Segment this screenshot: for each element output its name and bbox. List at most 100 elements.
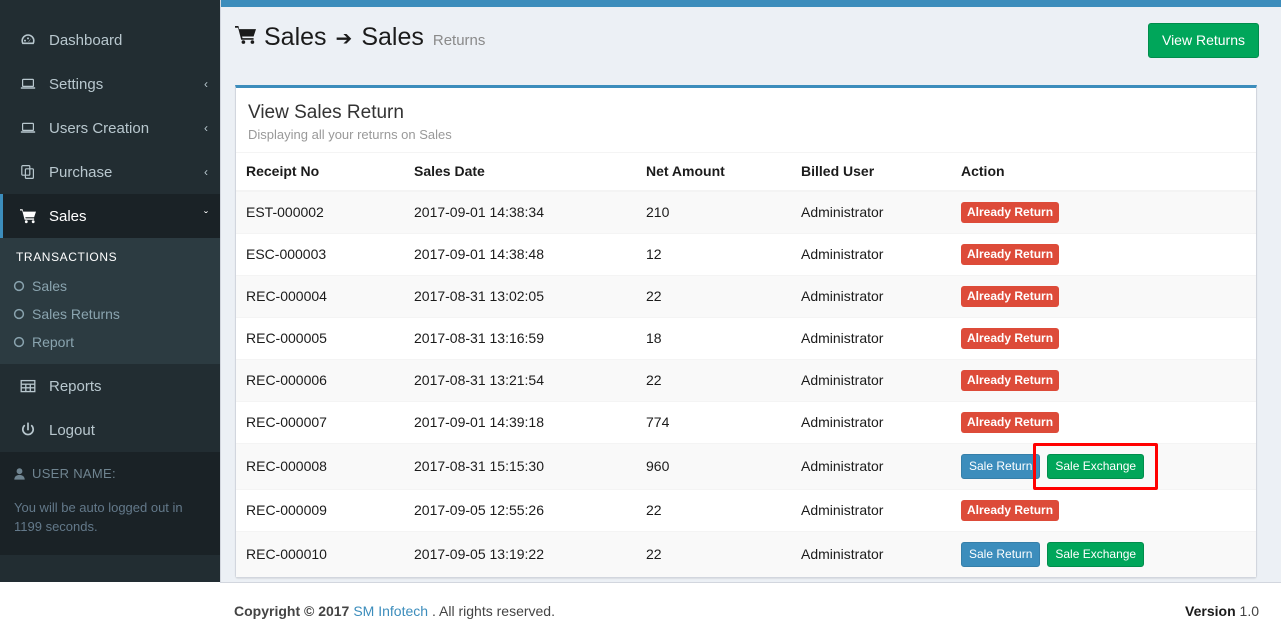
billed-user-cell: Administrator (791, 274, 951, 318)
sidebar-item-label: Settings (49, 75, 104, 93)
sidebar-item-label: Dashboard (49, 31, 123, 49)
receipt-no-cell: REC-000010 (236, 530, 404, 577)
table-row: REC-000005 2017-08-31 13:16:59 18 Administr… (236, 316, 1256, 360)
sales-date-cell: 2017-09-01 14:38:34 (404, 190, 636, 234)
laptop-icon (17, 74, 39, 94)
page-title-secondary: Sales (361, 23, 424, 51)
panel-header: View Sales Return Displaying all your re… (236, 88, 1256, 152)
receipt-no-cell: REC-000009 (236, 488, 404, 532)
sale-exchange-button[interactable]: Sale Exchange (1047, 453, 1145, 479)
sales-date-cell: 2017-08-31 13:16:59 (404, 316, 636, 360)
sidebar-item-purchase[interactable]: Purchase ‹ (0, 150, 220, 194)
table-head: Receipt No Sales Date Net Amount Billed Use… (236, 151, 1256, 192)
user-name-row: USER NAME: (14, 466, 206, 481)
page-title-primary: Sales (264, 23, 327, 51)
sale-return-button[interactable]: Sale Return (961, 541, 1041, 567)
column-header-receipt-no: Receipt No (236, 151, 404, 192)
receipt-no-cell: ESC-000003 (236, 232, 404, 276)
billed-user-cell: Administrator (791, 400, 951, 444)
sidebar-nav-secondary: Reports Logout (0, 364, 220, 452)
billed-user-cell: Administrator (791, 488, 951, 532)
table-row: EST-000002 2017-09-01 14:38:34 210 Administ… (236, 190, 1256, 234)
sales-date-cell: 2017-09-01 14:38:48 (404, 232, 636, 276)
panel-title: View Sales Return (248, 102, 404, 123)
power-icon (17, 420, 39, 440)
arrow-right-icon: ➔ (335, 28, 353, 50)
view-returns-button[interactable]: View Returns (1147, 23, 1259, 58)
already-return-badge: Already Return (961, 201, 1060, 223)
main-content: Sales ➔ Sales Returns View Returns View … (220, 0, 1281, 582)
sidebar-item-users-creation[interactable]: Users Creation ‹ (0, 106, 220, 150)
action-buttons: Sale Return Sale Exchange (961, 541, 1248, 567)
sidebar-item-label: Sales (49, 207, 87, 225)
already-return-badge: Already Return (961, 327, 1060, 349)
submenu-item-label: Sales (32, 278, 68, 294)
billed-user-cell: Administrator (791, 316, 951, 360)
already-return-badge: Already Return (961, 285, 1060, 307)
action-cell: Already Return (951, 400, 1256, 444)
table-row: REC-000006 2017-08-31 13:21:54 22 Administr… (236, 358, 1256, 402)
sidebar-item-logout[interactable]: Logout (0, 408, 220, 452)
table-row: REC-000007 2017-09-01 14:39:18 774 Administ… (236, 400, 1256, 444)
receipt-no-cell: REC-000007 (236, 400, 404, 444)
page-header: Sales ➔ Sales Returns View Returns (221, 7, 1281, 85)
footer-left-filler (0, 582, 220, 639)
chevron-left-icon: ‹ (204, 77, 208, 91)
sales-date-cell: 2017-09-05 12:55:26 (404, 488, 636, 532)
brand-link[interactable]: SM Infotech (353, 603, 429, 619)
panel-subtitle: Displaying all your returns on Sales (248, 126, 452, 142)
submenu-item-sales-returns[interactable]: Sales Returns (0, 300, 220, 328)
net-amount-cell: 22 (636, 358, 791, 402)
submenu-header: TRANSACTIONS (16, 250, 118, 264)
net-amount-cell: 960 (636, 442, 791, 490)
version-number: 1.0 (1239, 603, 1259, 619)
copyright-suffix: . All rights reserved. (432, 603, 555, 619)
action-cell: Already Return (951, 316, 1256, 360)
cart-icon (17, 206, 39, 226)
action-buttons: Already Return (961, 201, 1248, 223)
net-amount-cell: 22 (636, 488, 791, 532)
sidebar-item-settings[interactable]: Settings ‹ (0, 62, 220, 106)
transactions-submenu: TRANSACTIONS Sales Sales Returns Report (0, 238, 220, 364)
receipt-no-cell: REC-000004 (236, 274, 404, 318)
action-cell: Already Return (951, 232, 1256, 276)
copy-icon (17, 162, 39, 182)
action-buttons: Sale Return Sale Exchange (961, 442, 1248, 490)
net-amount-cell: 18 (636, 316, 791, 360)
receipt-no-cell: EST-000002 (236, 190, 404, 234)
version-label: Version (1185, 603, 1236, 619)
circle-o-icon (10, 306, 28, 322)
user-icon (14, 467, 25, 480)
action-cell: Already Return (951, 488, 1256, 532)
sidebar-nav: Dashboard Settings ‹ Users Creation ‹ Purchas… (0, 18, 220, 238)
sale-return-button[interactable]: Sale Return (961, 453, 1041, 479)
table-header-row: Receipt No Sales Date Net Amount Billed Use… (236, 151, 1256, 192)
chevron-down-icon: ˇ (204, 209, 208, 223)
sidebar-submenu: TRANSACTIONS Sales Sales Returns Report (0, 238, 220, 364)
sales-date-cell: 2017-09-01 14:39:18 (404, 400, 636, 444)
sidebar-item-dashboard[interactable]: Dashboard (0, 18, 220, 62)
sidebar-item-reports[interactable]: Reports (0, 364, 220, 408)
sidebar-item-label: Reports (49, 377, 102, 395)
copyright-prefix: Copyright © 2017 (234, 603, 350, 619)
net-amount-cell: 22 (636, 274, 791, 318)
top-accent-bar (221, 0, 1281, 7)
action-buttons: Already Return (961, 369, 1248, 391)
submenu-item-report[interactable]: Report (0, 328, 220, 356)
sidebar: Dashboard Settings ‹ Users Creation ‹ Purchas… (0, 0, 220, 582)
sidebar-item-label: Users Creation (49, 119, 150, 137)
net-amount-cell: 210 (636, 190, 791, 234)
receipt-no-cell: REC-000006 (236, 358, 404, 402)
action-cell: Already Return (951, 358, 1256, 402)
sale-exchange-button[interactable]: Sale Exchange (1047, 541, 1145, 567)
version-info: Version 1.0 (1185, 603, 1259, 619)
sidebar-item-sales[interactable]: Sales ˇ (0, 194, 220, 238)
sales-date-cell: 2017-08-31 15:15:30 (404, 442, 636, 490)
already-return-badge: Already Return (961, 243, 1060, 265)
billed-user-cell: Administrator (791, 358, 951, 402)
dashboard-icon (17, 30, 39, 50)
chevron-left-icon: ‹ (204, 165, 208, 179)
submenu-item-sales[interactable]: Sales (0, 272, 220, 300)
sales-date-cell: 2017-09-05 13:19:22 (404, 530, 636, 577)
already-return-badge: Already Return (961, 411, 1060, 433)
